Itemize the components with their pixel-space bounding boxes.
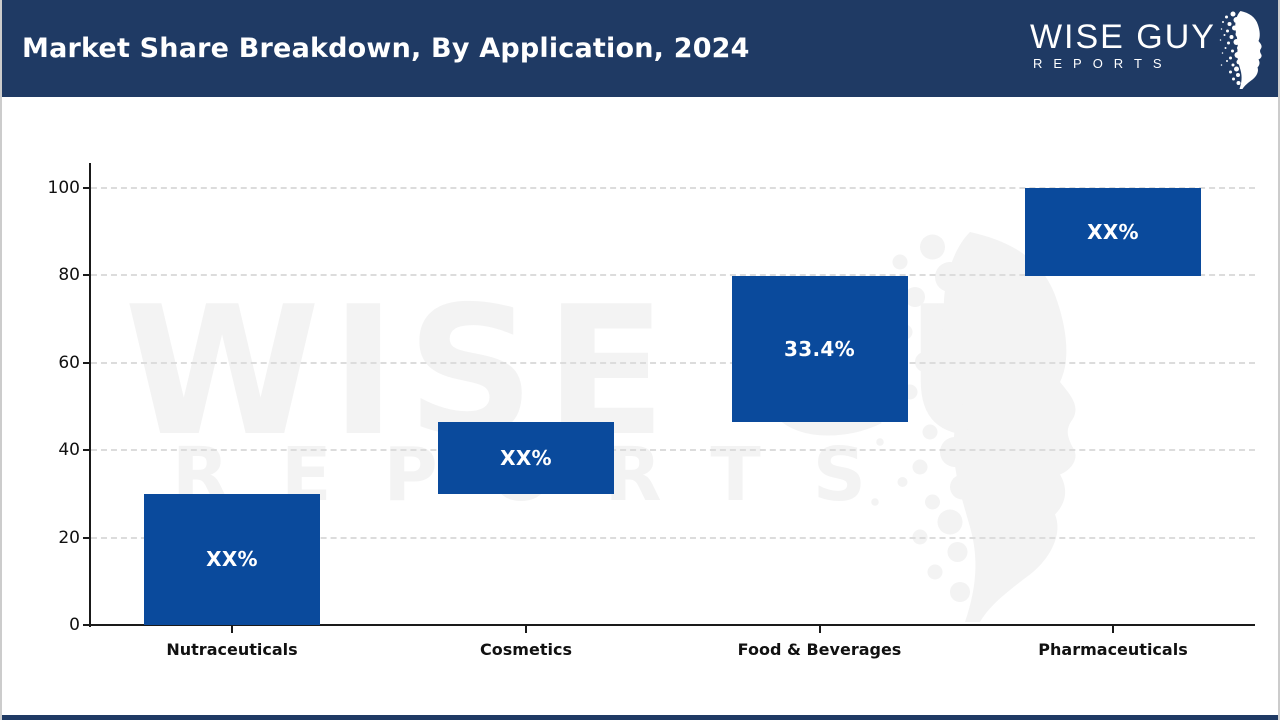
brand-wordmark: WISE GUY: [1029, 17, 1216, 56]
brand-text: WISE GUY REPORTS: [1029, 17, 1216, 72]
y-tick-40: [83, 449, 90, 451]
category-label-2: Food & Beverages: [737, 640, 902, 659]
x-tick-2: [818, 626, 821, 633]
category-label-1: Cosmetics: [480, 640, 572, 659]
bar-cosmetics: XX%: [438, 422, 614, 494]
bar-value-label: 33.4%: [784, 337, 855, 362]
y-tick-label-0: 0: [69, 615, 80, 635]
gridline-20: [91, 536, 1255, 539]
y-tick-0: [83, 624, 90, 626]
y-axis-line: [89, 163, 91, 627]
y-tick-label-40: 40: [58, 440, 80, 460]
bar-value-label: XX%: [500, 446, 552, 471]
bar-pharmaceuticals: XX%: [1025, 187, 1201, 277]
bar-value-label: XX%: [206, 547, 258, 572]
x-tick-3: [1112, 626, 1114, 633]
category-label-0: Nutraceuticals: [166, 640, 298, 659]
category-label-3: Pharmaceuticals: [1038, 640, 1188, 659]
gridline-40: [91, 449, 1255, 451]
gridline-80: [91, 274, 1255, 276]
brand-logo: WISE GUY REPORTS: [1030, 9, 1266, 89]
y-tick-60: [83, 361, 90, 364]
bar-food-beverages: 33.4%: [731, 276, 908, 423]
wise-guy-face-icon: [1219, 10, 1262, 89]
y-tick-20: [83, 536, 90, 539]
brand-reports: REPORTS: [1032, 56, 1173, 72]
y-tick-label-100: 100: [47, 177, 80, 198]
x-tick-1: [525, 626, 527, 633]
bar-value-label: XX%: [1087, 219, 1139, 244]
y-tick-80: [83, 274, 90, 276]
gridline-60: [91, 361, 1255, 364]
footer-bar: [2, 715, 1278, 720]
y-tick-label-60: 60: [58, 352, 80, 373]
gridline-100: [91, 186, 1255, 189]
y-tick-100: [83, 186, 90, 189]
x-tick-0: [231, 626, 233, 633]
header-bar: Market Share Breakdown, By Application, …: [2, 0, 1278, 97]
y-tick-label-80: 80: [58, 265, 80, 285]
y-tick-label-20: 20: [58, 527, 80, 548]
x-axis-line: [89, 624, 1255, 626]
page-title: Market Share Breakdown, By Application, …: [22, 33, 750, 64]
bar-nutraceuticals: XX%: [144, 493, 320, 625]
